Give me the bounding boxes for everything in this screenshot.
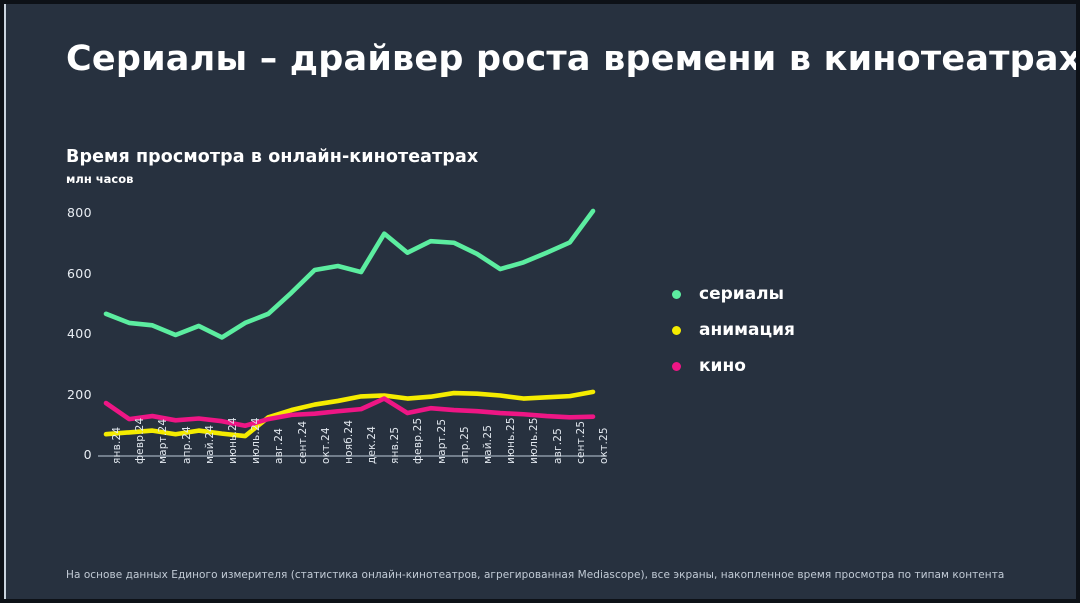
y-axis-tick-label: 800 bbox=[66, 205, 92, 220]
x-axis-tick-label: май.24 bbox=[203, 424, 216, 464]
legend-item-movies[interactable]: кино bbox=[672, 348, 795, 384]
y-axis-tick-label: 200 bbox=[66, 386, 92, 402]
chart-title: Время просмотра в онлайн-кинотеатрах bbox=[66, 147, 479, 167]
x-axis-tick-label: февр.25 bbox=[412, 417, 425, 464]
x-axis-tick-label: янв.25 bbox=[389, 426, 402, 464]
y-axis-tick-label: 0 bbox=[83, 447, 92, 462]
legend-dot-icon bbox=[672, 289, 681, 299]
x-axis-tick-label: июнь.25 bbox=[505, 417, 518, 464]
legend-label: кино bbox=[699, 356, 746, 376]
x-axis-tick-label: сент.24 bbox=[296, 420, 309, 464]
line-chart-svg bbox=[98, 208, 606, 457]
slide: Сериалы – драйвер роста времени в киноте… bbox=[4, 4, 1076, 599]
x-axis-tick-label: май.25 bbox=[482, 424, 495, 464]
legend-item-series[interactable]: сериалы bbox=[672, 276, 795, 312]
x-axis-tick-label: апр.24 bbox=[180, 426, 193, 464]
x-axis-tick-label: нояб.24 bbox=[342, 419, 355, 464]
chart-plot-area: 0 200 400 600 800 янв.24 февр.24 март.24 апр.24… bbox=[6, 4, 1076, 599]
x-axis-tick-label: окт.25 bbox=[598, 427, 610, 464]
legend-label: анимация bbox=[699, 320, 795, 340]
series-line-2 bbox=[103, 396, 596, 429]
x-axis-tick-label: сент.25 bbox=[574, 420, 587, 464]
x-axis-tick-label: июль.25 bbox=[528, 417, 541, 464]
x-axis-tick-label: окт.24 bbox=[319, 427, 332, 464]
legend-item-animation[interactable]: анимация bbox=[672, 312, 795, 348]
y-axis-tick-label: 400 bbox=[66, 326, 92, 341]
x-axis-tick-label: март.24 bbox=[157, 418, 170, 464]
x-axis-tick-label: янв.24 bbox=[111, 426, 123, 464]
page-title: Сериалы – драйвер роста времени в киноте… bbox=[66, 39, 1076, 79]
x-axis-tick-label: апр.25 bbox=[458, 426, 471, 464]
legend-label: сериалы bbox=[699, 284, 784, 304]
x-axis-tick-label: июнь.24 bbox=[226, 417, 239, 464]
x-axis-tick-label: февр.24 bbox=[134, 417, 147, 464]
y-axis-tick-label: 600 bbox=[66, 265, 92, 281]
series-line-0 bbox=[103, 208, 596, 340]
x-axis-tick-label: авг.24 bbox=[273, 427, 286, 464]
x-axis-tick-label: июль.24 bbox=[250, 417, 263, 464]
chart-legend: сериалы анимация кино bbox=[672, 276, 795, 384]
chart-unit-label: млн часов bbox=[66, 172, 134, 186]
footnote: На основе данных Единого измерителя (ста… bbox=[66, 569, 1005, 581]
x-axis-tick-label: дек.24 bbox=[366, 426, 379, 464]
x-axis-tick-label: март.25 bbox=[435, 418, 448, 464]
legend-dot-icon bbox=[672, 325, 681, 335]
legend-dot-icon bbox=[672, 361, 681, 371]
x-axis-tick-label: авг.25 bbox=[551, 427, 564, 464]
series-line-1 bbox=[103, 389, 596, 439]
